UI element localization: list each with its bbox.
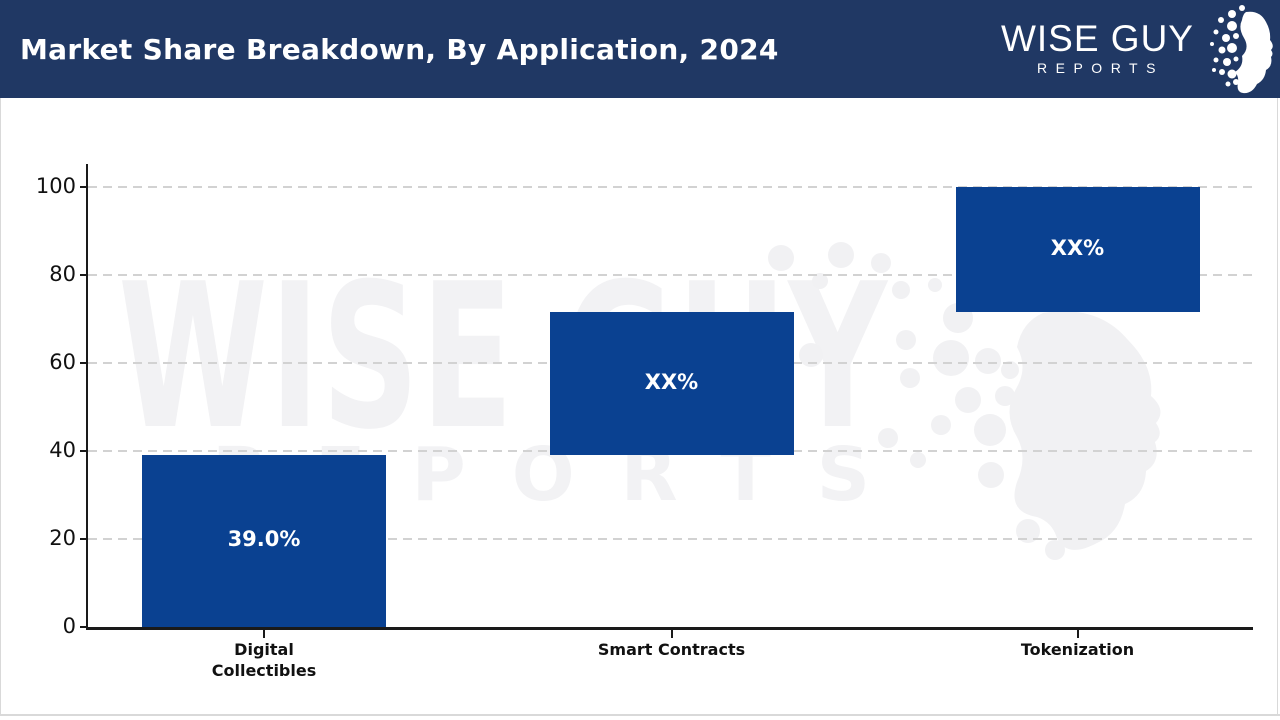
gridline xyxy=(88,274,1253,276)
bar-value-label: XX% xyxy=(644,369,699,394)
y-axis-tick xyxy=(80,186,87,188)
y-tick-label: 60 xyxy=(49,350,76,374)
x-axis-line xyxy=(86,627,1253,630)
bar-value-label: XX% xyxy=(1050,235,1105,260)
y-tick-label: 40 xyxy=(49,438,76,462)
bar-digital-collectibles xyxy=(142,455,386,627)
gridline xyxy=(88,538,1253,540)
frame-bottom-border xyxy=(0,714,1280,716)
y-axis-tick xyxy=(80,274,87,276)
y-axis-tick xyxy=(80,538,87,540)
frame-left-border xyxy=(0,98,1,716)
x-category-label-line: Collectibles xyxy=(211,660,317,680)
logo-face-icon xyxy=(1210,5,1273,94)
x-category-label: Tokenization xyxy=(968,640,1188,661)
y-axis-tick xyxy=(80,626,87,628)
y-tick-label: 0 xyxy=(62,614,76,638)
chart-title: Market Share Breakdown, By Application, … xyxy=(20,32,779,66)
y-tick-label: 20 xyxy=(49,526,76,550)
bar-smart-contracts xyxy=(549,312,794,456)
x-category-label: Digital Collectibles xyxy=(154,640,374,682)
wiseguy-logo: WISE GUY REPORTS xyxy=(1001,20,1194,76)
x-category-label: Smart Contracts xyxy=(562,640,782,661)
x-axis-tick xyxy=(1076,630,1079,638)
y-tick-label: 80 xyxy=(49,262,76,286)
x-axis-tick xyxy=(670,630,673,638)
x-category-label-line: Digital xyxy=(234,640,294,659)
header-bar: Market Share Breakdown, By Application, … xyxy=(0,0,1280,98)
x-category-label-line: Smart Contracts xyxy=(597,640,746,659)
bar-tokenization xyxy=(955,187,1200,313)
y-axis-tick xyxy=(80,362,87,364)
frame-right-border xyxy=(1277,98,1278,716)
logo-wordmark: WISE GUY xyxy=(1000,18,1194,59)
logo-subtext: REPORTS xyxy=(1037,60,1164,76)
gridline xyxy=(88,186,1253,188)
y-axis-tick xyxy=(80,450,87,452)
x-category-label-line: Tokenization xyxy=(1020,640,1135,659)
bar-value-label: 39.0% xyxy=(227,527,301,552)
y-tick-label: 100 xyxy=(35,174,76,198)
x-axis-tick xyxy=(263,630,265,638)
watermark-face-icon xyxy=(768,242,1161,560)
y-axis-line xyxy=(86,164,88,630)
